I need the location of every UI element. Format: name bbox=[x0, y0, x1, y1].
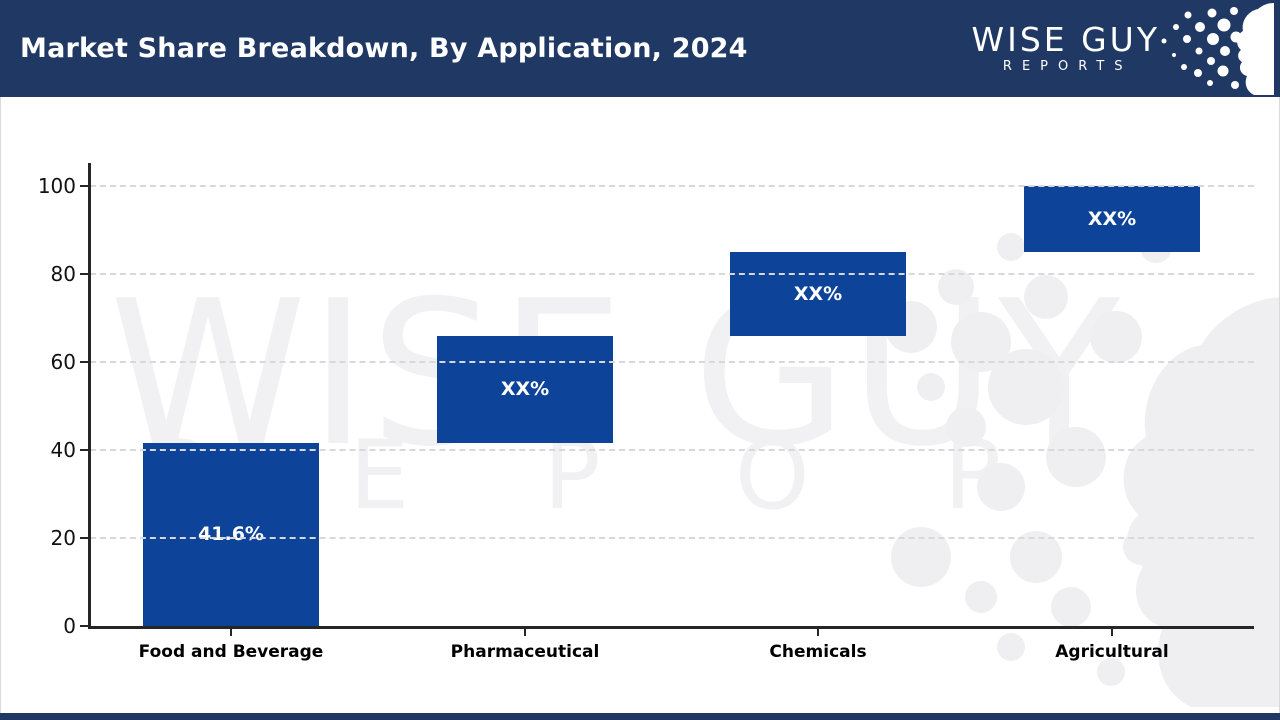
y-tick-mark bbox=[80, 272, 88, 276]
bar-segment: XX% bbox=[437, 335, 613, 443]
y-gridline bbox=[90, 537, 1254, 539]
bar-value-label: 41.6% bbox=[198, 523, 264, 546]
logo-text: WISE GUY REPORTS bbox=[971, 23, 1160, 74]
page-title: Market Share Breakdown, By Application, … bbox=[20, 33, 748, 64]
y-tick-label: 0 bbox=[63, 614, 76, 638]
y-gridline bbox=[90, 273, 1254, 275]
dotted-head-icon bbox=[1161, 2, 1274, 95]
x-tick-mark bbox=[229, 628, 233, 636]
x-tick-mark bbox=[523, 628, 527, 636]
bar-value-label: XX% bbox=[1087, 208, 1137, 230]
x-tick-mark bbox=[1110, 628, 1114, 636]
x-tick-mark bbox=[816, 628, 820, 636]
header-band: Market Share Breakdown, By Application, … bbox=[0, 0, 1280, 97]
y-gridline bbox=[90, 185, 1254, 187]
x-category-label: Chemicals bbox=[769, 642, 867, 662]
y-tick-mark bbox=[80, 624, 88, 628]
y-tick-mark bbox=[80, 360, 88, 364]
y-tick-mark bbox=[80, 536, 88, 540]
x-category-label: Pharmaceutical bbox=[450, 642, 600, 662]
chart-area: WISE GUY R E P O R T S 02040608010041.6%… bbox=[0, 97, 1280, 713]
bar-segment: 41.6% bbox=[143, 442, 319, 626]
logo-subtitle: REPORTS bbox=[1002, 58, 1133, 74]
bar-segment: XX% bbox=[730, 252, 906, 336]
footer-band bbox=[0, 713, 1280, 720]
y-tick-mark bbox=[80, 448, 88, 452]
wise-guy-reports-logo: WISE GUY REPORTS bbox=[971, 0, 1274, 97]
bar-value-label: XX% bbox=[793, 282, 843, 305]
y-tick-label: 100 bbox=[37, 174, 76, 198]
x-category-label: Food and Beverage bbox=[138, 642, 324, 662]
logo-wordmark: WISE GUY bbox=[971, 20, 1160, 60]
plot: 0 20 40 60 80 100 41.6% Food and Beverage XX% Pha… bbox=[1, 97, 1279, 713]
bar-segment: XX% bbox=[1024, 186, 1200, 252]
bar-value-label: XX% bbox=[500, 378, 550, 401]
y-tick-label: 20 bbox=[50, 526, 76, 550]
y-tick-label: 60 bbox=[50, 350, 76, 374]
x-axis-line bbox=[88, 626, 1254, 629]
y-gridline bbox=[90, 449, 1254, 451]
y-tick-mark bbox=[80, 184, 88, 188]
x-category-label: Agricultural bbox=[1055, 642, 1169, 662]
y-axis-line bbox=[88, 163, 91, 629]
y-tick-label: 80 bbox=[50, 262, 76, 286]
y-gridline bbox=[90, 361, 1254, 363]
y-tick-label: 40 bbox=[50, 438, 76, 462]
